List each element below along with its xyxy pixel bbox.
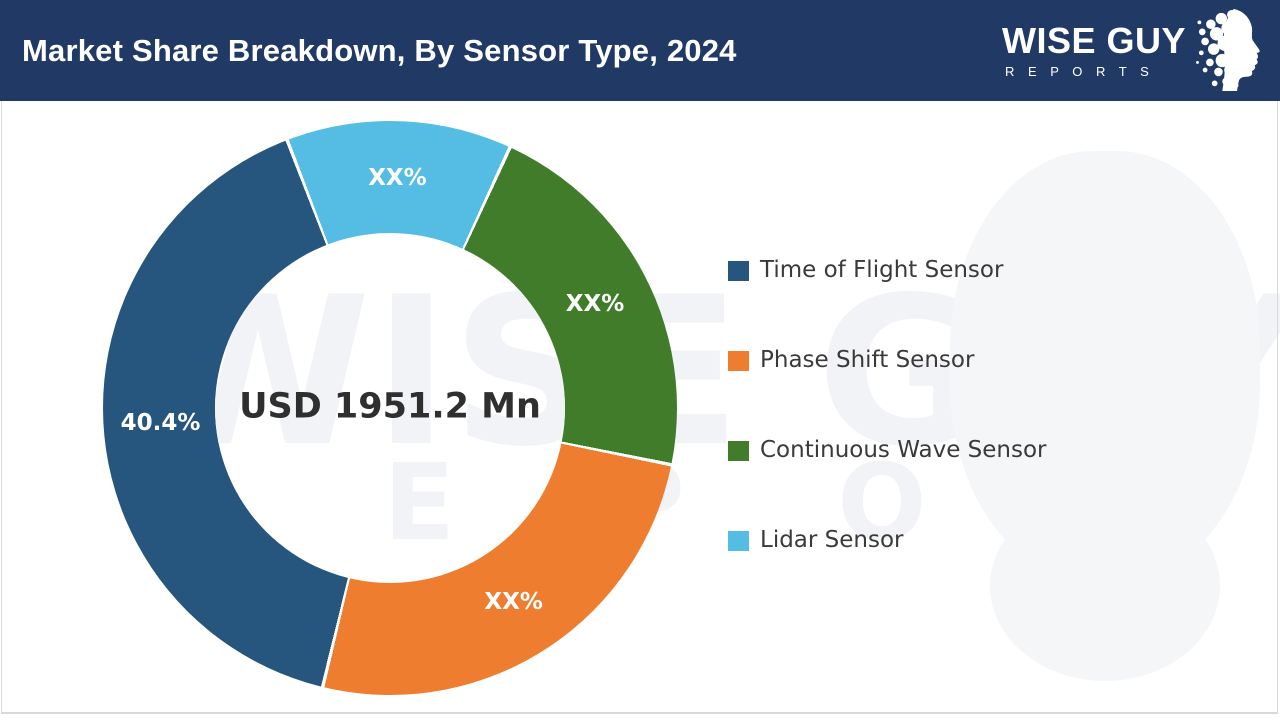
legend-item-time-of-flight: Time of Flight Sensor bbox=[728, 251, 1047, 291]
donut-chart: WISE GUY R E P O R T S USD 1951.2 Mn 40.… bbox=[103, 121, 677, 695]
logo-subtitle: R E P O R T S bbox=[1004, 63, 1154, 79]
legend-swatch-time-of-flight bbox=[728, 261, 749, 281]
legend-label: Time of Flight Sensor bbox=[760, 257, 1004, 284]
header-bar: Market Share Breakdown, By Sensor Type, … bbox=[0, 0, 1280, 101]
page-title: Market Share Breakdown, By Sensor Type, … bbox=[22, 32, 737, 68]
legend-item-lidar: Lidar Sensor bbox=[728, 521, 1047, 561]
watermark-reports-text: R E P O R T S bbox=[215, 442, 565, 564]
chart-area: WISE GUY R E P O R T S WISE GUY R E P O … bbox=[0, 101, 1280, 720]
segment-label-time-of-flight: 40.4% bbox=[120, 409, 201, 436]
legend-label: Lidar Sensor bbox=[760, 527, 904, 554]
wiseguy-logo: WISE GUY R E P O R T S bbox=[1002, 9, 1264, 91]
legend-swatch-continuous-wave bbox=[728, 441, 749, 461]
legend-label: Phase Shift Sensor bbox=[760, 347, 975, 374]
donut-center-value: USD 1951.2 Mn bbox=[239, 386, 541, 427]
legend-label: Continuous Wave Sensor bbox=[760, 437, 1047, 464]
legend-swatch-lidar bbox=[728, 531, 749, 551]
watermark-wise-text: WISE GUY bbox=[215, 254, 565, 492]
segment-label-phase-shift: XX% bbox=[484, 588, 543, 615]
legend-item-phase-shift: Phase Shift Sensor bbox=[728, 341, 1047, 381]
legend: Time of Flight Sensor Phase Shift Sensor… bbox=[728, 251, 1047, 611]
segment-label-continuous-wave: XX% bbox=[565, 290, 625, 317]
logo-wordmark: WISE GUY bbox=[1001, 20, 1186, 62]
wiseguy-face-icon bbox=[1196, 9, 1260, 91]
watermark-head-blob bbox=[990, 491, 1220, 681]
segment-label-lidar: XX% bbox=[368, 165, 427, 192]
donut-hole: WISE GUY R E P O R T S USD 1951.2 Mn bbox=[215, 233, 565, 583]
legend-swatch-phase-shift bbox=[728, 351, 749, 371]
legend-item-continuous-wave: Continuous Wave Sensor bbox=[728, 431, 1047, 471]
logo-text: WISE GUY R E P O R T S bbox=[1002, 21, 1186, 79]
